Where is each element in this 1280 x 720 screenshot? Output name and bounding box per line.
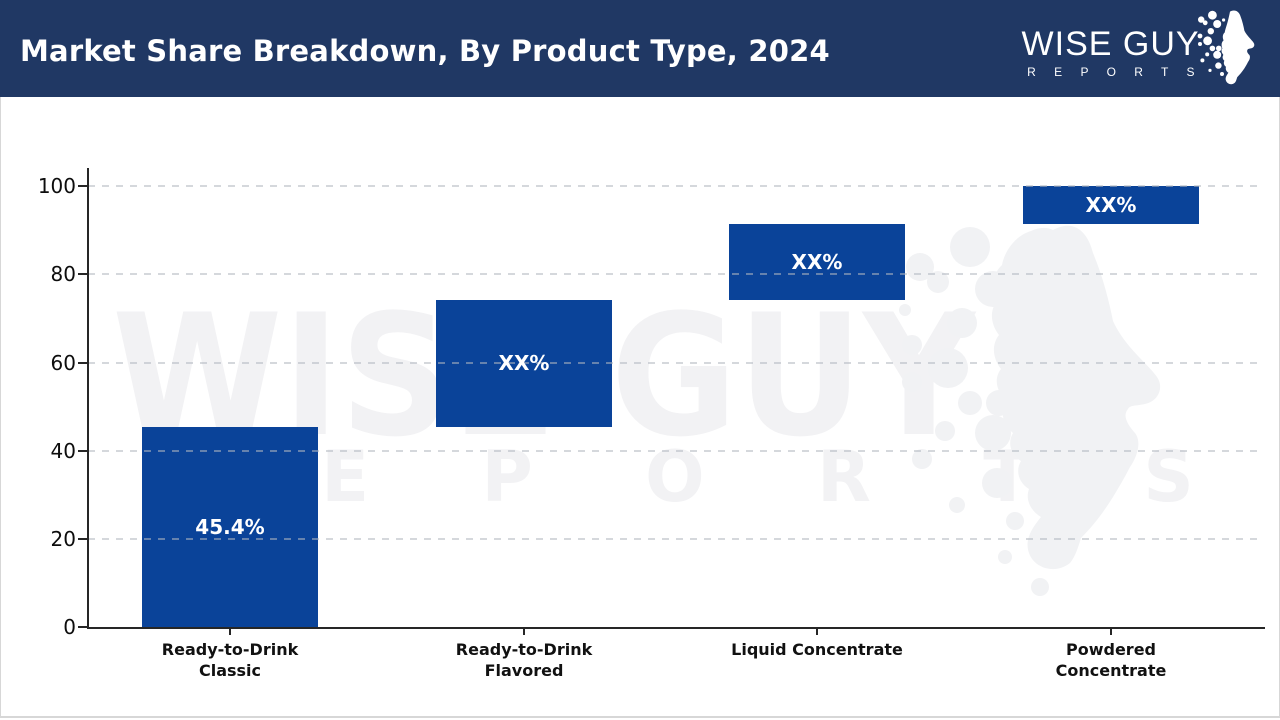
y-axis-spine bbox=[87, 168, 89, 629]
bar-segment-0 bbox=[142, 426, 318, 627]
y-tick-mark-100 bbox=[78, 185, 87, 188]
gridline-40 bbox=[88, 449, 1264, 452]
y-tick-label-40: 40 bbox=[50, 438, 76, 463]
bar-segment-2 bbox=[729, 223, 905, 300]
y-tick-label-20: 20 bbox=[50, 526, 76, 551]
watermark-head-icon bbox=[899, 225, 1161, 596]
y-tick-label-100: 100 bbox=[37, 174, 76, 199]
y-tick-label-60: 60 bbox=[50, 350, 76, 375]
gridline-60 bbox=[88, 361, 1264, 364]
x-category-label-0: Ready-to-Drink Classic bbox=[161, 640, 299, 680]
logo-head-icon bbox=[1197, 10, 1255, 85]
y-tick-mark-20 bbox=[78, 537, 87, 540]
y-tick-mark-60 bbox=[78, 361, 87, 364]
logo-wiseguy-text: WISE GUY bbox=[1021, 25, 1200, 63]
y-tick-label-0: 0 bbox=[63, 615, 76, 639]
bar-value-label-2: XX% bbox=[791, 249, 843, 274]
page-border-left bbox=[0, 97, 1, 717]
x-tick-mark-0 bbox=[229, 628, 231, 635]
chart-title: Market Share Breakdown, By Product Type,… bbox=[20, 34, 830, 68]
x-axis-spine bbox=[87, 627, 1265, 629]
wise-guy-reports-logo: WISE GUY R E P O R T S bbox=[1019, 4, 1272, 94]
bar-value-label-1: XX% bbox=[498, 351, 550, 376]
y-tick-label-80: 80 bbox=[50, 262, 76, 287]
x-category-label-1: Ready-to-Drink Flavored bbox=[455, 640, 593, 680]
y-tick-mark-80 bbox=[78, 273, 87, 276]
gridline-20 bbox=[88, 537, 1264, 540]
bar-segment-3 bbox=[1023, 186, 1199, 224]
gridline-100 bbox=[88, 185, 1264, 188]
header-banner: Market Share Breakdown, By Product Type,… bbox=[0, 0, 1280, 97]
y-tick-mark-40 bbox=[78, 449, 87, 452]
bar-value-label-3: XX% bbox=[1085, 193, 1137, 218]
x-tick-mark-1 bbox=[523, 628, 525, 635]
page-border-bottom bbox=[0, 716, 1280, 718]
x-category-label-2: Liquid Concentrate bbox=[731, 640, 903, 659]
x-category-label-3: Powdered Concentrate bbox=[1055, 640, 1167, 680]
gridline-80 bbox=[88, 273, 1264, 276]
bar-value-label-0: 45.4% bbox=[195, 514, 265, 539]
y-tick-mark-0 bbox=[78, 626, 87, 628]
logo-reports-text: R E P O R T S bbox=[1027, 65, 1202, 79]
x-tick-mark-3 bbox=[1110, 628, 1112, 635]
x-tick-mark-2 bbox=[816, 628, 818, 635]
